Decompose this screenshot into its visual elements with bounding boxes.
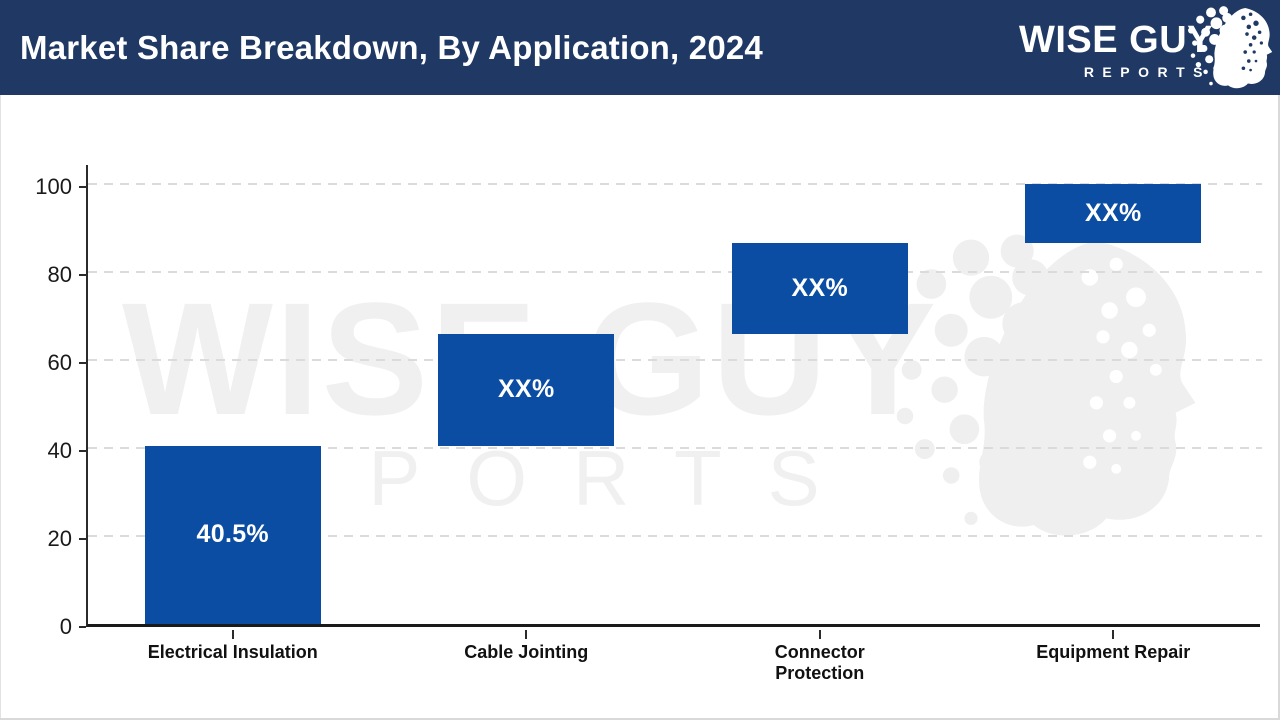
gridline-20 (88, 535, 1262, 537)
x-axis-category-text: Equipment Repair (1036, 642, 1191, 662)
y-axis-tick-label-20: 20 (47, 526, 72, 551)
x-axis-category-text: Electrical Insulation (147, 642, 318, 662)
bar-value-label-connector-protection: XX% (791, 274, 848, 303)
gridline-100 (88, 183, 1262, 185)
header-bar: Market Share Breakdown, By Application, … (0, 0, 1280, 95)
y-axis-tick-mark-20 (79, 538, 86, 540)
bar-value-label-equipment-repair: XX% (1085, 199, 1142, 228)
x-axis-category-label-equipment-repair: Equipment Repair (1003, 642, 1223, 663)
page-border-right (1278, 95, 1280, 720)
x-axis-category-text: Cable Jointing (464, 642, 589, 662)
y-axis-tick-label-60: 60 (47, 350, 72, 375)
x-axis-category-label-cable-jointing: Cable Jointing (416, 642, 636, 663)
y-axis-tick-label-40: 40 (47, 438, 72, 463)
logo-wordmark: WISE GUY (1018, 19, 1213, 61)
y-axis-tick-label-80: 80 (47, 262, 72, 287)
y-axis-tick-mark-100 (79, 186, 86, 188)
page-border-bottom (0, 718, 1280, 720)
x-axis-tick-mark-connector-protection (818, 630, 821, 639)
x-axis-tick-mark-equipment-repair (1112, 630, 1115, 639)
gridline-80 (88, 271, 1262, 273)
bar-equipment-repair: XX% (1025, 184, 1202, 244)
wise-guy-reports-logo: WISE GUY REPORTS (990, 0, 1280, 95)
page-border-left (0, 95, 1, 720)
y-axis-tick-label-0: 0 (59, 614, 72, 639)
gridline-40 (88, 447, 1262, 449)
bar-value-label-electrical-insulation: 40.5% (196, 520, 269, 549)
x-axis-tick-mark-electrical-insulation (231, 630, 234, 639)
x-axis-category-label-connector-protection: Connector Protection (710, 642, 930, 684)
chart-area: WISE GUY REPORTS 40.5% XX% XX% XX% 0 20 40 60 8… (0, 95, 1280, 720)
x-axis-category-text: Connector Protection (774, 642, 865, 683)
page-title: Market Share Breakdown, By Application, … (20, 28, 763, 66)
x-axis-tick-mark-cable-jointing (525, 630, 528, 639)
y-axis-tick-label-100: 100 (35, 174, 72, 199)
bar-connector-protection: XX% (731, 243, 908, 334)
x-axis-category-label-electrical-insulation: Electrical Insulation (123, 642, 343, 663)
logo-face-icon (1184, 5, 1274, 91)
plot-area: 40.5% XX% XX% XX% (86, 165, 1262, 627)
y-axis-tick-mark-60 (79, 362, 86, 364)
logo-subtitle: REPORTS (1083, 64, 1211, 80)
y-axis-tick-mark-80 (79, 274, 86, 276)
y-axis-tick-mark-40 (79, 450, 86, 452)
bar-cable-jointing: XX% (438, 333, 615, 446)
y-axis-tick-mark-0 (79, 626, 86, 628)
gridline-60 (88, 359, 1262, 361)
bar-value-label-cable-jointing: XX% (498, 375, 555, 404)
bar-electrical-insulation: 40.5% (144, 445, 321, 624)
